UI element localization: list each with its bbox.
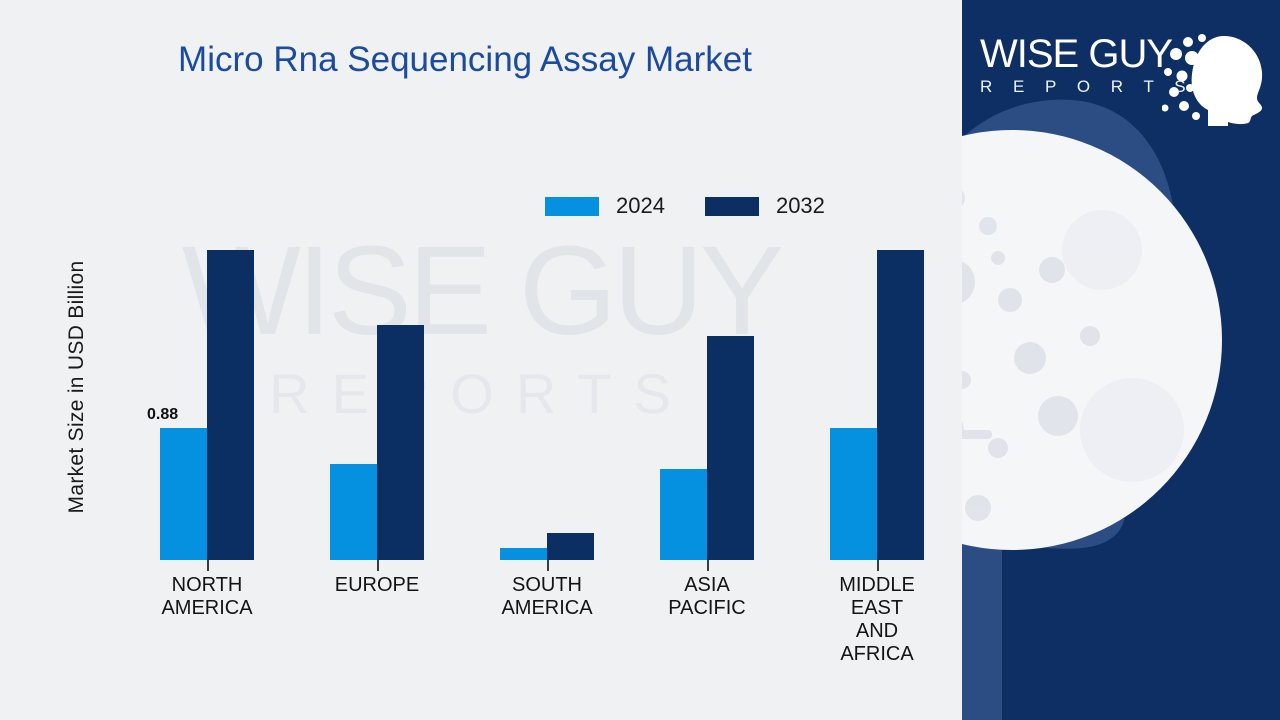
brand-logo[interactable]: WISE GUY R E P O R T S: [980, 32, 1268, 128]
legend-label-2024: 2024: [616, 193, 665, 218]
axis-tick: [377, 560, 379, 571]
legend-label-2032: 2032: [775, 193, 825, 218]
bar-2024[interactable]: [160, 428, 207, 560]
chart-legend: 2024 2032: [545, 193, 825, 219]
bar-2024[interactable]: [660, 469, 707, 560]
axis-tick: [707, 560, 709, 571]
bar-2024[interactable]: [330, 464, 377, 560]
legend-swatch-2032: [704, 196, 759, 216]
head-profile-icon: [1162, 34, 1263, 126]
axis-tick: [547, 560, 549, 571]
brand-panel: WISE GUY R E P O R T S: [962, 0, 1280, 720]
x-axis-category-label: EUROPE: [334, 574, 420, 596]
bar-value-label: 0.88: [147, 406, 179, 423]
legend-item-2032[interactable]: 2032: [704, 193, 825, 219]
bar-2024[interactable]: [500, 548, 547, 560]
bar-2032[interactable]: [877, 250, 924, 560]
x-axis-category-label: MIDDLE EAST AND AFRICA: [839, 574, 915, 665]
bar-2032[interactable]: [377, 325, 424, 560]
bar-2032[interactable]: [207, 250, 254, 560]
y-axis-label: Market Size in USD Billion: [65, 260, 88, 514]
bar-2032[interactable]: [707, 336, 754, 560]
x-axis-category-label: NORTH AMERICA: [161, 574, 253, 619]
logo-sub-text: R E P O R T S: [980, 77, 1194, 96]
chart-panel: WISE GUY REPORTS Micro Rna Sequencing As…: [65, 40, 930, 665]
legend-swatch-2024: [545, 196, 599, 216]
legend-item-2024[interactable]: 2024: [545, 193, 665, 219]
bar-2024[interactable]: [830, 428, 877, 560]
axis-tick: [877, 560, 879, 571]
logo-text-block: WISE GUY R E P O R T S: [980, 32, 1194, 98]
x-axis-category-label: SOUTH AMERICA: [501, 574, 593, 619]
logo-main-text: WISE GUY: [980, 32, 1173, 76]
x-axis-category-label: ASIA PACIFIC: [668, 574, 746, 619]
page-title: Micro Rna Sequencing Assay Market: [178, 40, 752, 79]
plot-area: 0.88 NORTH AMERICA EUROPE SOUTH AMERICA ASIA PA…: [110, 160, 930, 665]
molecule-circle-decoration: [962, 130, 1222, 550]
bar-2032[interactable]: [547, 533, 594, 560]
axis-tick: [207, 560, 209, 571]
